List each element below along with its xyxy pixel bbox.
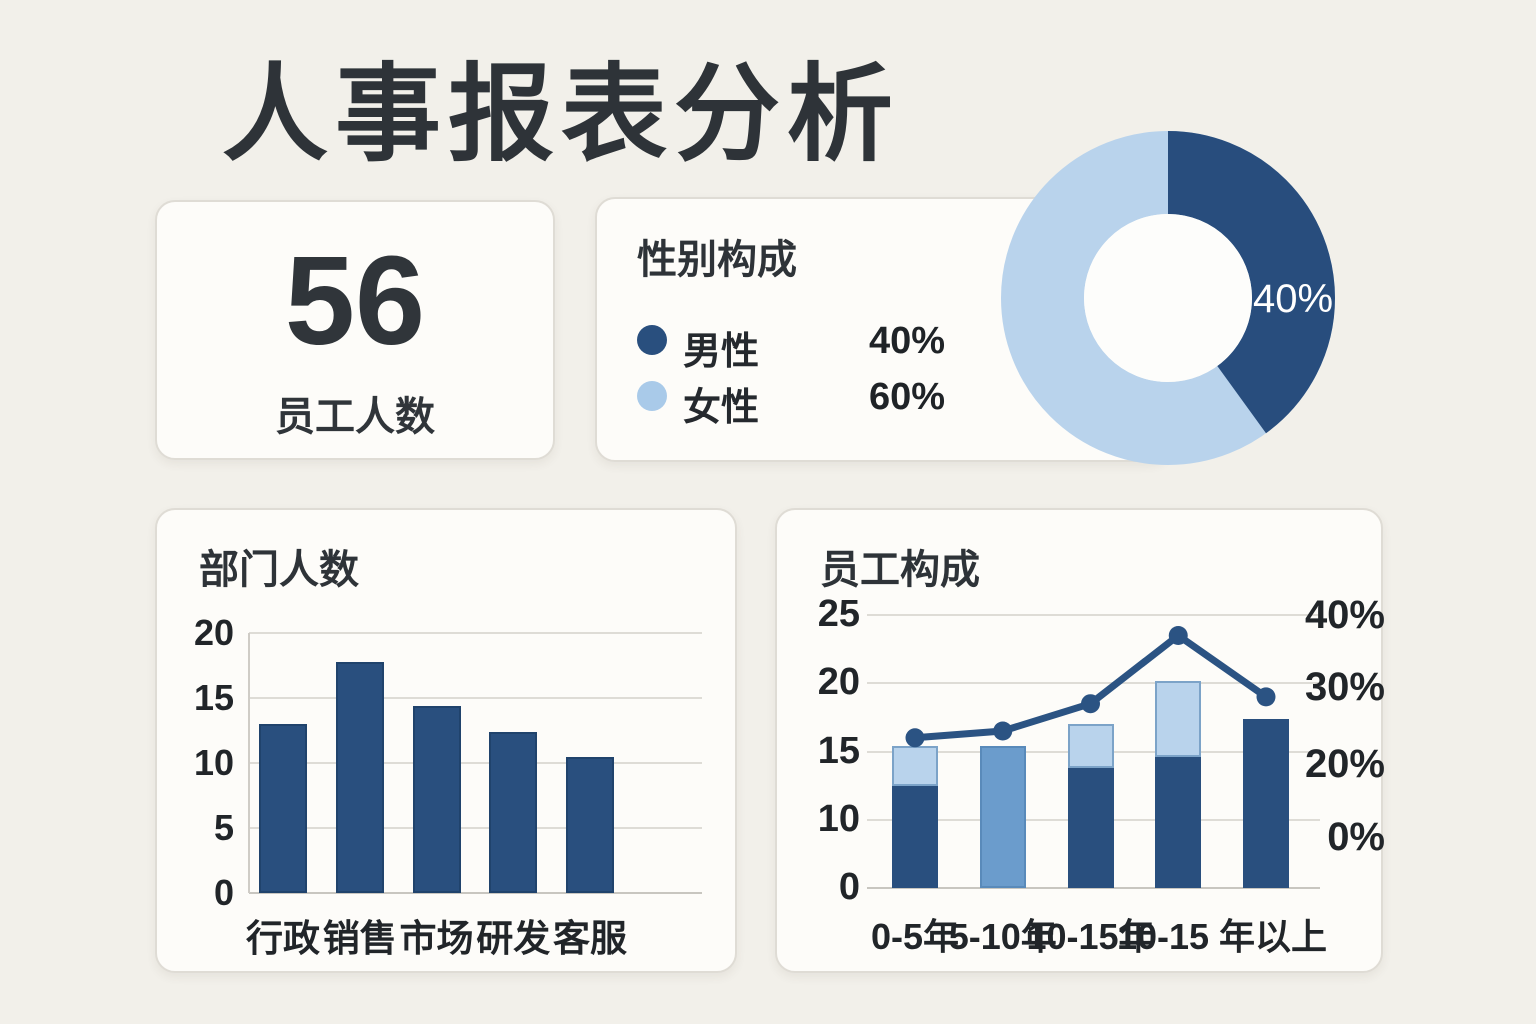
dept-bar: [259, 724, 307, 893]
x-axis-tick-label: 研发: [476, 918, 551, 959]
tenure-bar-dark-segment: [1067, 767, 1114, 888]
x-axis-tick-label: 行政: [246, 918, 320, 959]
x-axis-tick-label: 客服: [553, 918, 627, 959]
y-axis-tick-label: 15: [193, 677, 234, 719]
percent-line-marker: [1168, 626, 1188, 645]
gridline: [867, 614, 1320, 616]
dept-bar: [489, 731, 538, 893]
male-legend-label: 男性: [683, 331, 760, 373]
gridline: [249, 827, 702, 829]
male-legend-dot-icon: [637, 325, 667, 355]
male-legend-value: 40%: [869, 320, 946, 362]
left-axis-tick-label: 20: [817, 661, 860, 704]
donut-data-label: 40%: [1253, 277, 1334, 321]
tenure-bar-dark-segment: [1243, 718, 1289, 888]
dept-bar: [412, 705, 461, 893]
employee-count-value: 56: [284, 230, 426, 371]
x-axis-tick-label: 0-5年: [870, 916, 960, 957]
department-card-title: 部门人数: [199, 548, 359, 592]
page-title: 人事报表分析: [222, 56, 900, 174]
donut-hole: [1084, 214, 1252, 382]
summary-card: 56 员工人数: [155, 200, 555, 460]
right-axis-tick-label: 40%: [1304, 593, 1385, 637]
percent-line-marker: [993, 721, 1013, 741]
dept-bar: [566, 756, 614, 893]
tenure-bar-dark-segment: [1155, 756, 1202, 888]
left-axis-tick-label: 0: [838, 866, 860, 909]
y-axis-tick-label: 10: [193, 742, 234, 784]
donut-male-slice: [1001, 131, 1335, 465]
y-axis-tick-label: 0: [213, 872, 234, 914]
x-axis-tick-label: 市场: [399, 918, 474, 959]
gridline: [249, 632, 702, 634]
left-axis-tick-label: 15: [817, 729, 860, 772]
y-axis-tick-label: 20: [193, 612, 234, 654]
female-legend-label: 女性: [683, 387, 760, 429]
gridline: [249, 697, 702, 699]
gender-card-title: 性别构成: [637, 238, 797, 282]
female-legend-dot-icon: [637, 381, 667, 411]
gridline: [249, 892, 702, 894]
x-axis-tick-label: 10-15 年以上: [1116, 916, 1328, 957]
left-axis-tick-label: 10: [817, 797, 860, 840]
tenure-bar-medium-segment: [979, 746, 1026, 888]
donut-svg: [1001, 131, 1335, 465]
percent-line-marker: [1256, 687, 1276, 707]
y-axis-tick-label: 5: [213, 807, 234, 849]
x-axis-tick-label: 10-15年: [1026, 916, 1155, 957]
female-legend-value: 60%: [869, 376, 946, 418]
gridline: [249, 762, 702, 764]
tenure-card: 员工构成 25 20 15 10 0 40% 30% 20% 0% 0-5年 5-10年 10-15年…: [775, 508, 1385, 973]
right-axis-tick-label: 0%: [1327, 815, 1385, 859]
gender-donut-chart: [998, 128, 1338, 468]
tenure-bar-dark-segment: [892, 786, 938, 888]
percent-line-svg: [905, 626, 1276, 748]
department-card: 部门人数 20 15 10 5 0 行政 销售 市场 研发 客服: [155, 508, 737, 973]
x-axis-tick-label: 销售: [322, 918, 397, 959]
left-axis-tick-label: 25: [817, 593, 860, 636]
employee-count-label: 员工人数: [275, 395, 435, 439]
gridline: [867, 887, 1320, 889]
percent-line: [911, 632, 1270, 742]
right-axis-tick-label: 30%: [1304, 665, 1385, 709]
right-axis-tick-label: 20%: [1304, 742, 1385, 786]
tenure-bar-light-segment: [1067, 724, 1114, 768]
y-axis-line: [248, 633, 250, 893]
percent-line-marker: [1081, 694, 1100, 714]
gridline: [867, 682, 1320, 685]
percent-line-marker: [905, 728, 925, 748]
dept-bar: [335, 661, 384, 893]
tenure-bar-light-segment: [892, 746, 938, 787]
x-axis-tick-label: 5-10年: [948, 916, 1057, 957]
tenure-card-title: 员工构成: [820, 548, 980, 592]
tenure-bar-light-segment: [1155, 680, 1202, 757]
